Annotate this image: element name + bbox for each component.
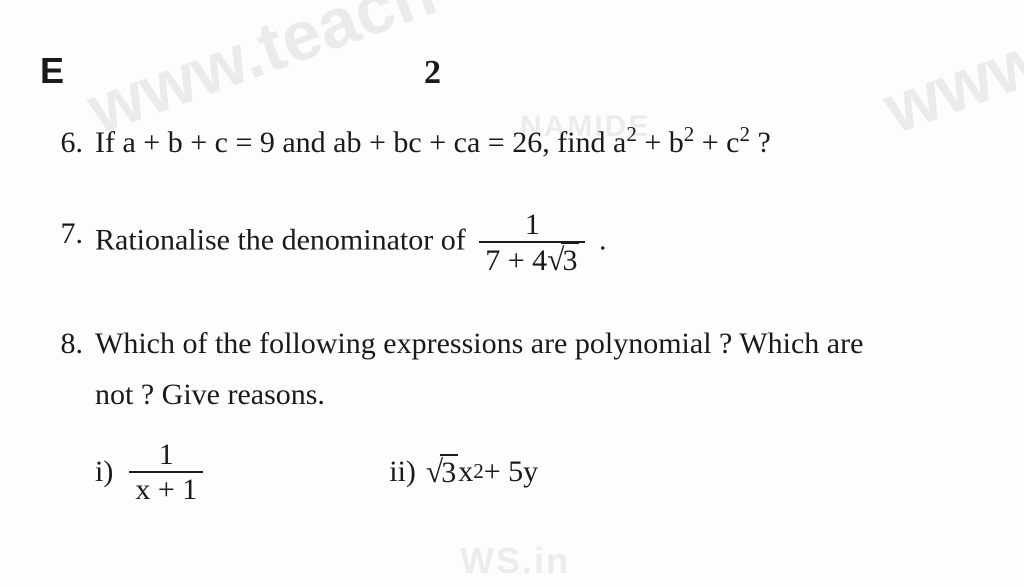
question-6-body: If a + b + c = 9 and ab + bc + ca = 26, …	[95, 117, 984, 168]
q8-opt-ii-after: x	[458, 446, 473, 497]
q8-option-i: i) 1 x + 1	[95, 438, 209, 506]
q8-opt-ii-tail: + 5y	[484, 446, 538, 497]
q7-frac-num: 1	[479, 208, 585, 243]
question-8: 8. Which of the following expressions ar…	[40, 318, 984, 506]
q7-frac-den: 7 + 4√3	[479, 243, 585, 278]
question-7-number: 7.	[40, 208, 95, 278]
q8-opt-i-label: i)	[95, 446, 113, 497]
q6-tail: ?	[750, 126, 771, 159]
section-letter: E	[40, 50, 64, 92]
q7-den-a: 7 + 4	[485, 244, 547, 277]
q7-sqrt: √3	[547, 243, 579, 278]
q8-opt-i-frac: 1 x + 1	[129, 438, 203, 506]
question-6-number: 6.	[40, 117, 95, 168]
q6-plus1: + b	[637, 126, 684, 159]
question-7-body: Rationalise the denominator of 1 7 + 4√3…	[95, 208, 984, 278]
page-number: 2	[424, 54, 441, 92]
print-noise-2: WS.in	[460, 540, 570, 582]
q7-radicand: 3	[561, 242, 579, 277]
q6-sup1: 2	[626, 122, 637, 146]
q8-opt-i-num: 1	[129, 438, 203, 473]
q8-opt-ii-sqrt: √3	[426, 445, 458, 499]
q7-lead: Rationalise the denominator of	[95, 224, 473, 257]
q8-line1: Which of the following expressions are p…	[95, 318, 984, 369]
q6-plus2: + c	[694, 126, 739, 159]
section-header: E 2	[40, 50, 984, 92]
question-8-body: Which of the following expressions are p…	[95, 318, 984, 506]
q8-opt-ii-label: ii)	[389, 446, 416, 497]
q6-sup3: 2	[740, 122, 751, 146]
q8-opt-i-den: x + 1	[129, 473, 203, 506]
q8-option-ii: ii) √3 x2 + 5y	[389, 438, 538, 506]
q6-sup2: 2	[684, 122, 695, 146]
q7-fraction: 1 7 + 4√3	[479, 208, 585, 278]
question-7: 7. Rationalise the denominator of 1 7 + …	[40, 208, 984, 278]
q6-text-a: If a + b + c = 9 and ab + bc + ca = 26, …	[95, 126, 626, 159]
q7-dot: .	[599, 224, 607, 257]
q8-line2: not ? Give reasons.	[95, 369, 984, 420]
question-6: 6. If a + b + c = 9 and ab + bc + ca = 2…	[40, 117, 984, 168]
q8-opt-ii-radicand: 3	[440, 454, 458, 489]
q8-options: i) 1 x + 1 ii) √3 x2 + 5y	[95, 438, 984, 506]
q8-opt-ii-sup: 2	[473, 454, 484, 490]
question-8-number: 8.	[40, 318, 95, 506]
